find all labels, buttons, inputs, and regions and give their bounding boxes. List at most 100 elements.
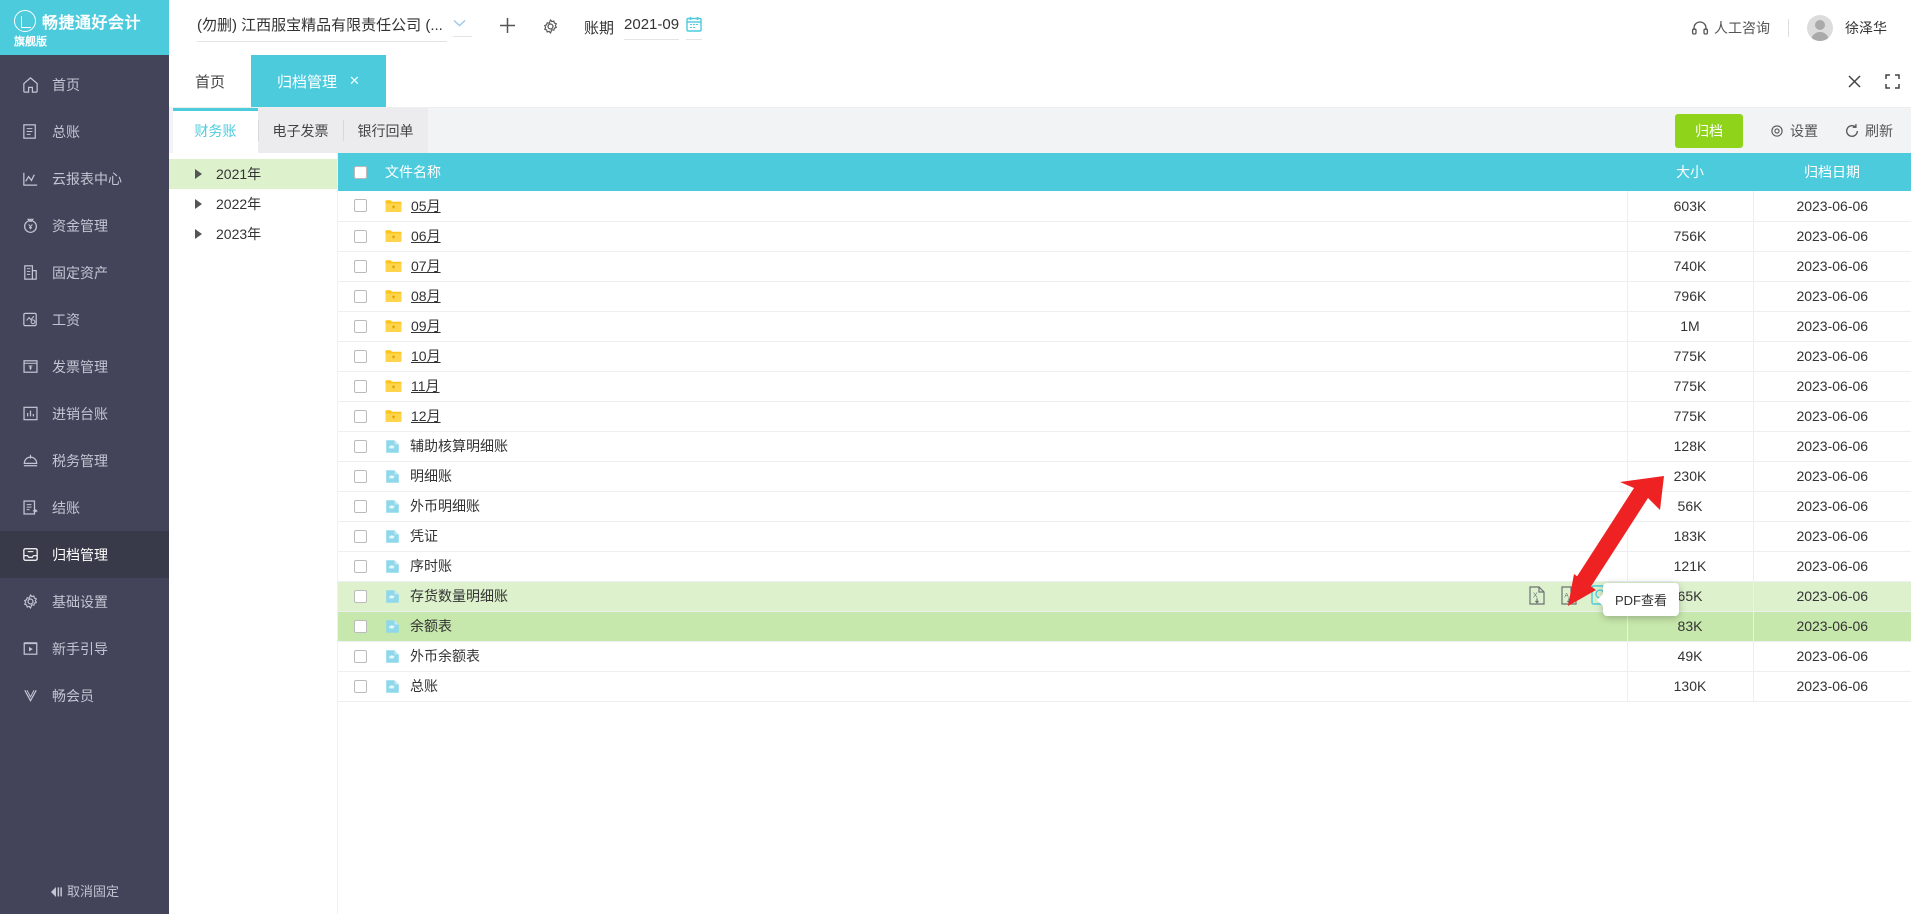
sidebar-item-新手引导[interactable]: 新手引导 — [0, 625, 169, 672]
settings-button[interactable]: 设置 — [1769, 121, 1818, 141]
table-row[interactable]: 10月 775K 2023-06-06 — [338, 341, 1911, 372]
table-row[interactable]: 12月 775K 2023-06-06 — [338, 401, 1911, 432]
table-row[interactable]: 11月 775K 2023-06-06 — [338, 371, 1911, 402]
table-row[interactable]: 余额表 83K 2023-06-06 — [338, 611, 1911, 642]
file-name-label[interactable]: 08月 — [411, 288, 441, 304]
row-checkbox[interactable] — [354, 679, 367, 693]
cell-archive-date: 2023-06-06 — [1752, 371, 1911, 402]
subtab-电子发票[interactable]: 电子发票 — [258, 108, 343, 153]
sidebar-item-总账[interactable]: 总账 — [0, 108, 169, 155]
topbar-gear-icon[interactable] — [541, 17, 560, 39]
tree-node-label: 2022年 — [216, 196, 262, 212]
sidebar-item-基础设置[interactable]: 基础设置 — [0, 578, 169, 625]
table-row[interactable]: 05月 603K 2023-06-06 — [338, 191, 1911, 222]
row-checkbox[interactable] — [354, 619, 367, 633]
row-checkbox[interactable] — [354, 259, 367, 273]
table-row[interactable]: 存货数量明细账 65K 2023-06-06 — [338, 581, 1911, 612]
tree-node-2021[interactable]: 2021年 — [169, 159, 337, 189]
table-row[interactable]: 总账 130K 2023-06-06 — [338, 671, 1911, 702]
period-value[interactable]: 2021-09 — [624, 16, 680, 40]
settings-label: 设置 — [1790, 123, 1818, 139]
triangle-right-icon[interactable] — [195, 169, 202, 179]
row-checkbox[interactable] — [354, 589, 367, 603]
sidebar-item-label: 资金管理 — [52, 217, 108, 234]
tab-归档管理[interactable]: 归档管理 ✕ — [251, 55, 386, 107]
excel-download-icon[interactable]: X — [1527, 585, 1547, 605]
sidebar-item-固定资产[interactable]: 固定资产 — [0, 249, 169, 296]
add-company-button[interactable] — [498, 15, 517, 41]
sidebar-item-云报表中心[interactable]: 云报表中心 — [0, 155, 169, 202]
file-name-label[interactable]: 07月 — [411, 258, 441, 274]
table-row[interactable]: 凭证 183K 2023-06-06 — [338, 521, 1911, 552]
file-icon — [385, 499, 401, 513]
table-row[interactable]: 辅助核算明细账 128K 2023-06-06 — [338, 431, 1911, 462]
user-name[interactable]: 徐泽华 — [1845, 19, 1887, 36]
company-selector[interactable]: (勿删) 江西服宝精品有限责任公司 (... — [197, 14, 472, 42]
row-checkbox[interactable] — [354, 349, 367, 363]
gear-icon — [1771, 125, 1783, 137]
refresh-label: 刷新 — [1865, 123, 1893, 139]
sidebar-item-归档管理[interactable]: 归档管理 — [0, 531, 169, 578]
table-row[interactable]: 序时账 121K 2023-06-06 — [338, 551, 1911, 582]
avatar[interactable] — [1807, 14, 1833, 41]
row-checkbox[interactable] — [354, 409, 367, 423]
triangle-right-icon[interactable] — [195, 229, 202, 239]
row-checkbox[interactable] — [354, 229, 367, 243]
sidebar-item-工资[interactable]: 工资 — [0, 296, 169, 343]
subtab-财务账[interactable]: 财务账 — [173, 108, 258, 153]
table-row[interactable]: 外币明细账 56K 2023-06-06 — [338, 491, 1911, 522]
close-icon[interactable]: ✕ — [349, 73, 360, 88]
row-checkbox[interactable] — [354, 199, 367, 213]
sidebar-item-发票管理[interactable]: 发票管理 — [0, 343, 169, 390]
row-checkbox[interactable] — [354, 499, 367, 513]
select-all-checkbox[interactable] — [354, 166, 367, 179]
row-checkbox[interactable] — [354, 319, 367, 333]
sidebar-item-label: 工资 — [52, 311, 80, 328]
sidebar-item-税务管理[interactable]: 税务管理 — [0, 437, 169, 484]
cell-archive-date: 2023-06-06 — [1752, 251, 1911, 282]
refresh-button[interactable]: 刷新 — [1844, 121, 1893, 141]
table-row[interactable]: 明细账 230K 2023-06-06 — [338, 461, 1911, 492]
column-header-name-label: 文件名称 — [385, 164, 441, 180]
sidebar-pin-toggle[interactable]: 取消固定 — [0, 881, 169, 900]
table-row[interactable]: 07月 740K 2023-06-06 — [338, 251, 1911, 282]
file-name-label[interactable]: 12月 — [411, 408, 441, 424]
sidebar-item-畅会员[interactable]: 畅会员 — [0, 672, 169, 719]
sidebar-item-进销台账[interactable]: 进销台账 — [0, 390, 169, 437]
calendar-icon[interactable] — [686, 16, 703, 40]
tree-node-2022[interactable]: 2022年 — [169, 189, 337, 219]
row-checkbox[interactable] — [354, 559, 367, 573]
file-name-label[interactable]: 06月 — [411, 228, 441, 244]
cell-archive-date: 2023-06-06 — [1752, 221, 1911, 252]
file-name-label[interactable]: 10月 — [411, 348, 441, 364]
subtabs: 财务账 电子发票 银行回单 — [173, 108, 428, 153]
row-checkbox[interactable] — [354, 529, 367, 543]
cell-archive-date: 2023-06-06 — [1752, 671, 1911, 702]
sidebar-item-结账[interactable]: 结账 — [0, 484, 169, 531]
table-row[interactable]: 08月 796K 2023-06-06 — [338, 281, 1911, 312]
sidebar-item-首页[interactable]: 首页 — [0, 61, 169, 108]
pdf-download-icon[interactable]: A — [1559, 585, 1579, 605]
archive-button[interactable]: 归档 — [1675, 114, 1743, 148]
row-checkbox[interactable] — [354, 469, 367, 483]
chevron-down-icon[interactable] — [453, 18, 472, 37]
row-checkbox[interactable] — [354, 289, 367, 303]
tab-首页[interactable]: 首页 — [169, 55, 251, 107]
row-checkbox[interactable] — [354, 439, 367, 453]
table-row[interactable]: 外币余额表 49K 2023-06-06 — [338, 641, 1911, 672]
row-checkbox[interactable] — [354, 649, 367, 663]
sidebar-item-资金管理[interactable]: 资金管理 — [0, 202, 169, 249]
close-icon[interactable] — [1835, 55, 1873, 108]
file-name-label[interactable]: 11月 — [411, 378, 440, 394]
table-row[interactable]: 09月 1M 2023-06-06 — [338, 311, 1911, 342]
file-name-label[interactable]: 09月 — [411, 318, 441, 334]
consult-button[interactable]: 人工咨询 — [1691, 18, 1770, 38]
row-checkbox[interactable] — [354, 379, 367, 393]
table-row[interactable]: 06月 756K 2023-06-06 — [338, 221, 1911, 252]
brand-header: 畅捷通好会计 旗舰版 — [0, 0, 169, 55]
subtab-银行回单[interactable]: 银行回单 — [343, 108, 428, 153]
tree-node-2023[interactable]: 2023年 — [169, 219, 337, 249]
file-name-label[interactable]: 05月 — [411, 197, 441, 214]
triangle-right-icon[interactable] — [195, 199, 202, 209]
fullscreen-icon[interactable] — [1873, 55, 1911, 108]
